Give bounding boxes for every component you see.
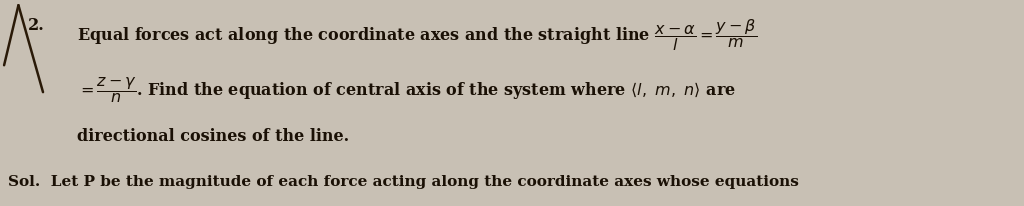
Text: Sol.  Let P be the magnitude of each force acting along the coordinate axes whos: Sol. Let P be the magnitude of each forc… bbox=[8, 174, 799, 188]
Text: Equal forces act along the coordinate axes and the straight line $\dfrac{x-\alph: Equal forces act along the coordinate ax… bbox=[77, 16, 757, 52]
Text: directional cosines of the line.: directional cosines of the line. bbox=[77, 128, 349, 145]
Text: 2.: 2. bbox=[28, 16, 44, 33]
Text: $= \dfrac{z-\gamma}{n}$. Find the equation of central axis of the system where $: $= \dfrac{z-\gamma}{n}$. Find the equati… bbox=[77, 74, 735, 104]
